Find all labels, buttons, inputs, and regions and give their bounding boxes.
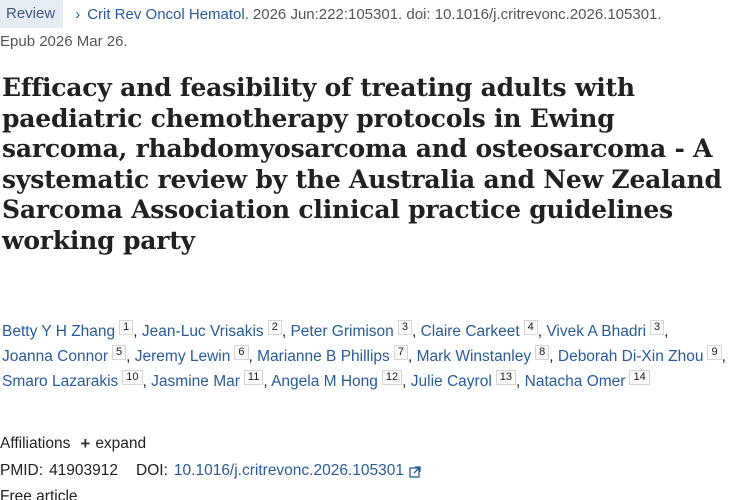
author-item: Mark Winstanley 8, xyxy=(416,345,554,365)
affiliation-number[interactable]: 3 xyxy=(650,320,665,335)
affiliation-number[interactable]: 12 xyxy=(381,370,403,385)
affiliation-number[interactable]: 9 xyxy=(707,345,722,360)
plus-icon[interactable]: + xyxy=(80,434,91,453)
author-item: Vivek A Bhadri 3, xyxy=(546,320,669,340)
citation-details: 2026 Jun:222:105301. doi: 10.1016/j.crit… xyxy=(252,5,662,23)
article-title: Efficacy and feasibility of treating adu… xyxy=(2,73,722,255)
author-name-link[interactable]: Jean-Luc Vrisakis xyxy=(141,323,264,340)
author-name-link[interactable]: Deborah Di-Xin Zhou xyxy=(557,348,704,365)
authors-list: Betty Y H Zhang 1, Jean-Luc Vrisakis 2, Pe… xyxy=(2,319,742,394)
author-item: Peter Grimison 3, xyxy=(290,320,417,340)
author-separator: , xyxy=(142,373,147,390)
affiliation-number[interactable]: 10 xyxy=(122,370,143,385)
author-item: Julie Cayrol 13, xyxy=(410,370,521,390)
pmid-label: PMID: xyxy=(0,462,44,479)
author-name-link[interactable]: Jasmine Mar xyxy=(151,373,240,390)
author-separator: , xyxy=(248,348,253,365)
epub-date: Epub 2026 Mar 26. xyxy=(0,33,128,50)
author-item: Betty Y H Zhang 1, xyxy=(2,320,138,340)
pmid-value: 41903912 xyxy=(49,462,119,479)
free-article-label: Free article xyxy=(0,488,78,500)
author-separator: , xyxy=(126,348,131,365)
author-name-link[interactable]: Mark Winstanley xyxy=(416,348,532,365)
doi-label: DOI: xyxy=(136,462,168,479)
author-item: Smaro Lazarakis 10, xyxy=(2,370,147,390)
affiliation-number[interactable]: 2 xyxy=(267,320,282,335)
author-name-link[interactable]: Smaro Lazarakis xyxy=(2,373,119,390)
affiliation-number[interactable]: 6 xyxy=(234,345,249,360)
affiliation-number[interactable]: 11 xyxy=(243,370,264,385)
author-item: Angela M Hong 12, xyxy=(271,370,407,390)
author-separator: , xyxy=(263,373,268,390)
affiliation-number[interactable]: 5 xyxy=(112,345,127,360)
affiliation-number[interactable]: 13 xyxy=(495,370,517,385)
author-name-link[interactable]: Betty Y H Zhang xyxy=(2,323,116,340)
author-separator: , xyxy=(281,323,287,340)
affiliation-number[interactable]: 1 xyxy=(119,320,134,335)
author-item: Jean-Luc Vrisakis 2, xyxy=(141,320,287,340)
doi-link[interactable]: 10.1016/j.critrevonc.2026.105301 xyxy=(173,462,404,479)
author-name-link[interactable]: Julie Cayrol xyxy=(410,373,492,390)
author-name-link[interactable]: Angela M Hong xyxy=(271,373,378,390)
affiliation-number[interactable]: 3 xyxy=(397,320,412,335)
author-separator: , xyxy=(721,348,726,365)
affiliations-label: Affiliations xyxy=(0,435,71,452)
author-name-link[interactable]: Peter Grimison xyxy=(290,323,394,340)
author-name-link[interactable]: Vivek A Bhadri xyxy=(546,323,647,340)
affiliation-number[interactable]: 4 xyxy=(523,320,538,335)
author-item: Marianne B Phillips 7, xyxy=(257,345,413,365)
affiliation-number[interactable]: 14 xyxy=(629,370,650,385)
author-item: Deborah Di-Xin Zhou 9, xyxy=(557,345,726,365)
chevron-right-icon: › xyxy=(75,5,81,23)
author-name-link[interactable]: Marianne B Phillips xyxy=(257,348,390,365)
author-name-link[interactable]: Natacha Omer xyxy=(524,373,626,390)
author-item: Jeremy Lewin 6, xyxy=(134,345,253,365)
author-item: Natacha Omer 14 xyxy=(524,370,650,390)
author-separator: , xyxy=(407,348,413,365)
author-separator: , xyxy=(411,323,417,340)
author-separator: , xyxy=(664,323,669,340)
identifiers-row: PMID: 41903912 DOI: 10.1016/j.critrevonc… xyxy=(0,462,421,480)
author-separator: , xyxy=(537,323,543,340)
journal-link[interactable]: Crit Rev Oncol Hematol. xyxy=(87,5,249,23)
affiliation-number[interactable]: 7 xyxy=(393,345,408,360)
author-separator: , xyxy=(133,323,138,340)
publication-type-badge: Review xyxy=(0,0,64,28)
affiliations-expand-button[interactable]: expand xyxy=(95,435,147,452)
author-name-link[interactable]: Claire Carkeet xyxy=(420,323,520,340)
author-separator: , xyxy=(402,373,407,390)
author-name-link[interactable]: Joanna Connor xyxy=(2,348,108,365)
author-name-link[interactable]: Jeremy Lewin xyxy=(134,348,231,365)
author-item: Joanna Connor 5, xyxy=(2,345,131,365)
affiliations-row: Affiliations + expand xyxy=(0,434,146,454)
external-link-icon[interactable] xyxy=(409,465,421,478)
author-separator: , xyxy=(549,348,554,365)
citation-line: Review › Crit Rev Oncol Hematol. 2026 Ju… xyxy=(0,0,662,28)
affiliation-number[interactable]: 8 xyxy=(535,345,550,360)
author-item: Jasmine Mar 11, xyxy=(151,370,268,390)
author-separator: , xyxy=(516,373,521,390)
author-item: Claire Carkeet 4, xyxy=(420,320,543,340)
